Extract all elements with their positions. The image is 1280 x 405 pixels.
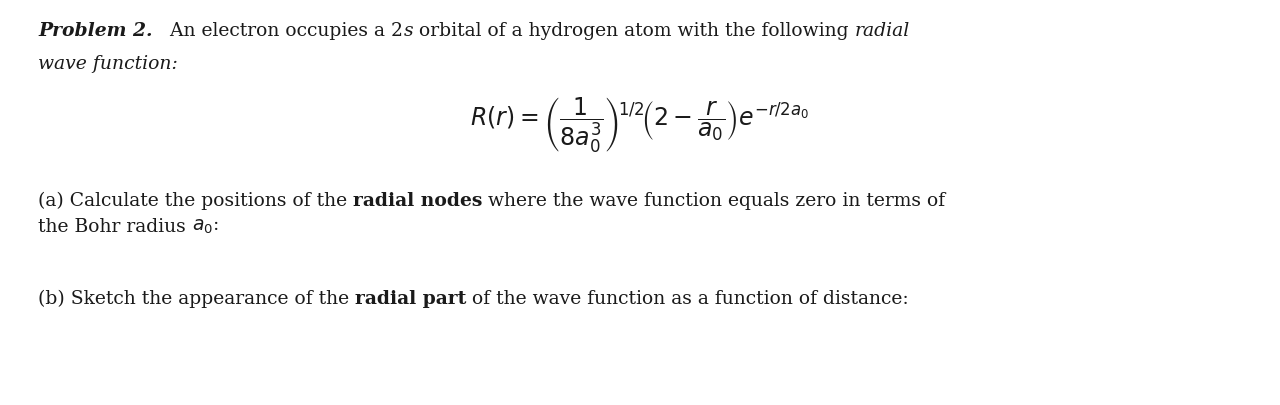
Text: wave function:: wave function: — [38, 55, 178, 73]
Text: $\mathit{a}_{0}$:: $\mathit{a}_{0}$: — [192, 217, 219, 236]
Text: the Bohr radius: the Bohr radius — [38, 217, 192, 235]
Text: where the wave function equals zero in terms of: where the wave function equals zero in t… — [483, 192, 946, 209]
Text: radial part: radial part — [355, 289, 466, 307]
Text: s: s — [403, 22, 413, 40]
Text: of the wave function as a function of distance:: of the wave function as a function of di… — [466, 289, 909, 307]
Text: (b) Sketch the appearance of the: (b) Sketch the appearance of the — [38, 289, 355, 307]
Text: orbital of a hydrogen atom with the following: orbital of a hydrogen atom with the foll… — [413, 22, 855, 40]
Text: $R(r) = \left(\dfrac{1}{8a_0^3}\right)^{\!1/2}\!\left(2 - \dfrac{r}{a_0}\right)e: $R(r) = \left(\dfrac{1}{8a_0^3}\right)^{… — [471, 95, 809, 153]
Text: radial nodes: radial nodes — [353, 192, 483, 209]
Text: Problem 2.: Problem 2. — [38, 22, 152, 40]
Text: (a) Calculate the positions of the: (a) Calculate the positions of the — [38, 192, 353, 210]
Text: radial: radial — [855, 22, 910, 40]
Text: An electron occupies a 2: An electron occupies a 2 — [152, 22, 403, 40]
